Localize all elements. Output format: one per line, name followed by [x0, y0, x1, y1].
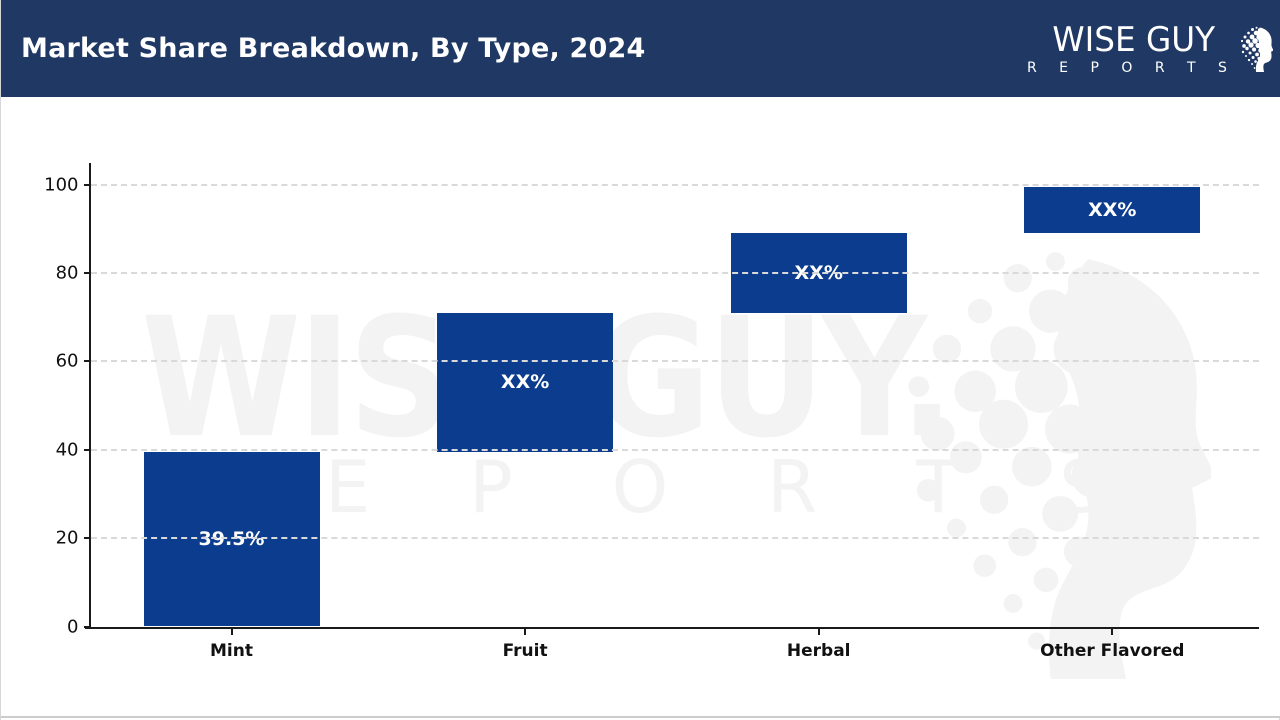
- wiseguy-logo-brand: WISE GUY: [1052, 20, 1216, 60]
- y-tick-label-0: 0: [67, 616, 79, 637]
- x-tick-label-3: Other Flavored: [1040, 640, 1185, 661]
- y-tick-100: [83, 183, 91, 186]
- bar-other-flavored: [1024, 186, 1201, 234]
- title-bar: Market Share Breakdown, By Type, 2024 WI…: [1, 0, 1280, 97]
- gridline-80: [90, 271, 1259, 274]
- gridline-60: [90, 360, 1259, 363]
- x-tick-1: [524, 627, 527, 635]
- gridline-100: [90, 183, 1259, 186]
- y-tick-label-80: 80: [55, 262, 79, 284]
- y-tick-60: [83, 360, 91, 363]
- y-tick-80: [83, 271, 91, 274]
- bottom-divider: [1, 716, 1280, 718]
- wiseguy-logo: WISE GUY R E P O R T S: [1023, 6, 1273, 92]
- x-tick-label-0: Mint: [210, 640, 253, 661]
- y-tick-label-100: 100: [44, 174, 79, 195]
- gridline-20: [90, 537, 1259, 540]
- y-tick-40: [83, 448, 91, 451]
- bar-label-mint: 39.5%: [198, 528, 265, 551]
- y-tick-label-40: 40: [55, 439, 79, 461]
- wiseguy-logo-sub: R E P O R T S: [1027, 60, 1236, 76]
- y-tick-label-20: 20: [55, 527, 79, 549]
- x-tick-label-2: Herbal: [786, 640, 851, 661]
- x-axis-spine: [84, 626, 1259, 629]
- watermark-face-icon: [908, 252, 1211, 679]
- x-tick-3: [1111, 627, 1114, 635]
- wiseguy-logo-text: WISE GUY R E P O R T S: [1023, 22, 1236, 76]
- gridline-40: [90, 448, 1259, 451]
- bar-label-other-flavored: XX%: [1088, 198, 1137, 221]
- y-tick-label-60: 60: [55, 350, 79, 372]
- bar-fruit: [437, 312, 614, 452]
- wiseguy-face-icon: [1240, 26, 1273, 73]
- bar-mint: [143, 451, 320, 627]
- x-tick-2: [817, 627, 820, 635]
- x-tick-0: [230, 627, 233, 635]
- x-tick-label-1: Fruit: [502, 640, 548, 661]
- chart-title: Market Share Breakdown, By Type, 2024: [21, 33, 646, 64]
- bar-label-fruit: XX%: [500, 371, 550, 394]
- plot-area: WISE GUY. R E P O R T S 0 20 40 60 80 100 39.5…: [1, 97, 1280, 717]
- y-tick-20: [83, 537, 91, 540]
- y-axis-spine: [88, 163, 91, 629]
